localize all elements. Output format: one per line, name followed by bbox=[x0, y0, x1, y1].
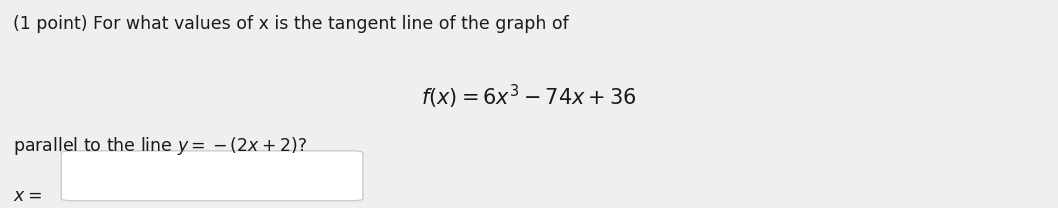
Text: parallel to the line $y = -(2x + 2)$?: parallel to the line $y = -(2x + 2)$? bbox=[13, 135, 307, 157]
Text: $f(x) = 6x^3 - 74x + 36$: $f(x) = 6x^3 - 74x + 36$ bbox=[421, 83, 637, 111]
Text: $x =$: $x =$ bbox=[13, 187, 41, 205]
Text: (1 point) For what values of x is the tangent line of the graph of: (1 point) For what values of x is the ta… bbox=[13, 15, 568, 33]
FancyBboxPatch shape bbox=[61, 151, 363, 201]
